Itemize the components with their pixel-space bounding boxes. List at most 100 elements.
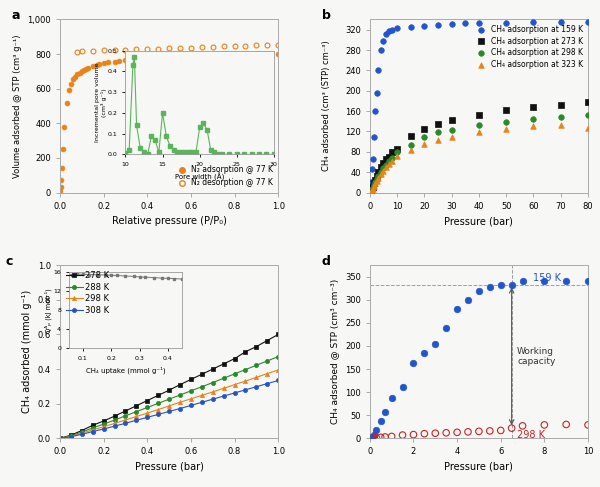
CH₄ adsorption at 159 K <box>387 26 397 34</box>
278 K <box>122 408 129 414</box>
288 K <box>198 384 205 390</box>
CH₄ adsorption at 298 K <box>372 175 382 183</box>
288 K <box>187 388 194 394</box>
CH₄ adsorption at 273 K <box>366 187 376 195</box>
Line: 308 K: 308 K <box>58 378 280 440</box>
Point <box>485 283 494 291</box>
CH₄ adsorption at 323 K <box>373 174 383 182</box>
CH₄ adsorption at 323 K <box>366 188 376 196</box>
CH₄ adsorption at 323 K <box>529 122 538 130</box>
278 K <box>78 428 85 433</box>
Point <box>370 431 379 438</box>
N₂ adsorption @ 77 K <box>198 54 205 60</box>
CH₄ adsorption at 273 K <box>367 185 377 192</box>
CH₄ adsorption at 298 K <box>376 169 386 176</box>
Point <box>562 421 571 429</box>
CH₄ adsorption at 323 K <box>474 129 484 136</box>
298 K <box>187 396 194 402</box>
N₂ adsorption @ 77 K <box>67 80 74 86</box>
Point <box>398 383 407 391</box>
CH₄ adsorption at 159 K <box>529 18 538 26</box>
N₂ desorption @ 77 K <box>143 46 151 52</box>
Y-axis label: CH₄ adsorbed (cm³ (STP) cm⁻³): CH₄ adsorbed (cm³ (STP) cm⁻³) <box>322 40 331 171</box>
N₂ desorption @ 77 K <box>263 42 271 48</box>
CH₄ adsorption at 273 K <box>373 169 383 176</box>
CH₄ adsorption at 159 K <box>583 18 593 26</box>
288 K <box>133 409 140 414</box>
N₂ adsorption @ 77 K <box>111 58 118 64</box>
Point <box>430 430 440 437</box>
CH₄ adsorption at 159 K <box>366 185 376 192</box>
CH₄ adsorption at 159 K <box>556 18 566 26</box>
CH₄ adsorption at 159 K <box>365 187 375 195</box>
298 K <box>263 371 271 376</box>
CH₄ adsorption at 273 K <box>372 172 382 180</box>
N₂ adsorption @ 77 K <box>100 60 107 66</box>
N₂ adsorption @ 77 K <box>65 88 73 94</box>
N₂ adsorption @ 77 K <box>83 66 90 72</box>
CH₄ adsorption at 273 K <box>556 101 566 109</box>
288 K <box>176 392 184 398</box>
CH₄ adsorption at 159 K <box>406 23 416 31</box>
308 K <box>78 431 85 437</box>
CH₄ adsorption at 159 K <box>367 178 376 186</box>
Line: 288 K: 288 K <box>58 355 280 440</box>
N₂ adsorption @ 77 K <box>176 55 184 60</box>
N₂ adsorption @ 77 K <box>76 70 83 75</box>
Legend: 278 K, 288 K, 298 K, 308 K: 278 K, 288 K, 298 K, 308 K <box>64 269 111 316</box>
CH₄ adsorption at 298 K <box>433 129 443 136</box>
Text: b: b <box>322 9 331 22</box>
N₂ adsorption @ 77 K <box>115 58 122 64</box>
288 K <box>111 417 118 423</box>
298 K <box>89 427 97 433</box>
Point <box>376 433 386 441</box>
278 K <box>275 332 282 337</box>
N₂ desorption @ 77 K <box>122 47 129 53</box>
288 K <box>231 371 238 377</box>
Legend: N₂ adsorption @ 77 K, N₂ desorption @ 77 K: N₂ adsorption @ 77 K, N₂ desorption @ 77… <box>173 164 274 189</box>
298 K <box>209 389 217 395</box>
N₂ desorption @ 77 K <box>74 50 81 56</box>
CH₄ adsorption at 323 K <box>406 146 416 154</box>
CH₄ adsorption at 159 K <box>384 27 394 35</box>
CH₄ adsorption at 323 K <box>433 136 443 144</box>
CH₄ adsorption at 298 K <box>368 185 377 192</box>
N₂ adsorption @ 77 K <box>242 53 249 59</box>
CH₄ adsorption at 298 K <box>379 164 388 172</box>
N₂ adsorption @ 77 K <box>74 72 81 77</box>
278 K <box>198 372 205 377</box>
CH₄ adsorption at 159 K <box>369 132 379 140</box>
N₂ adsorption @ 77 K <box>59 166 66 171</box>
N₂ adsorption @ 77 K <box>63 100 70 106</box>
308 K <box>242 387 249 393</box>
N₂ desorption @ 77 K <box>242 43 249 49</box>
Point <box>463 296 473 304</box>
308 K <box>67 434 74 440</box>
CH₄ adsorption at 273 K <box>368 184 377 191</box>
278 K <box>253 344 260 350</box>
N₂ adsorption @ 77 K <box>231 53 238 59</box>
CH₄ adsorption at 159 K <box>376 46 386 54</box>
CH₄ adsorption at 273 K <box>382 155 391 163</box>
288 K <box>275 354 282 359</box>
CH₄ adsorption at 273 K <box>406 131 416 139</box>
Point <box>367 434 377 442</box>
CH₄ adsorption at 273 K <box>447 116 457 124</box>
308 K <box>166 409 173 414</box>
278 K <box>89 422 97 428</box>
278 K <box>220 361 227 367</box>
CH₄ adsorption at 298 K <box>502 118 511 126</box>
278 K <box>263 337 271 343</box>
278 K <box>176 382 184 388</box>
Point <box>442 324 451 332</box>
CH₄ adsorption at 298 K <box>556 113 566 121</box>
288 K <box>242 367 249 373</box>
N₂ desorption @ 77 K <box>231 43 238 49</box>
298 K <box>143 410 151 416</box>
Text: Working
capacity: Working capacity <box>517 347 556 366</box>
N₂ desorption @ 77 K <box>111 47 118 53</box>
Point <box>463 428 473 436</box>
CH₄ adsorption at 159 K <box>379 37 388 45</box>
N₂ adsorption @ 77 K <box>143 56 151 62</box>
298 K <box>155 407 162 412</box>
